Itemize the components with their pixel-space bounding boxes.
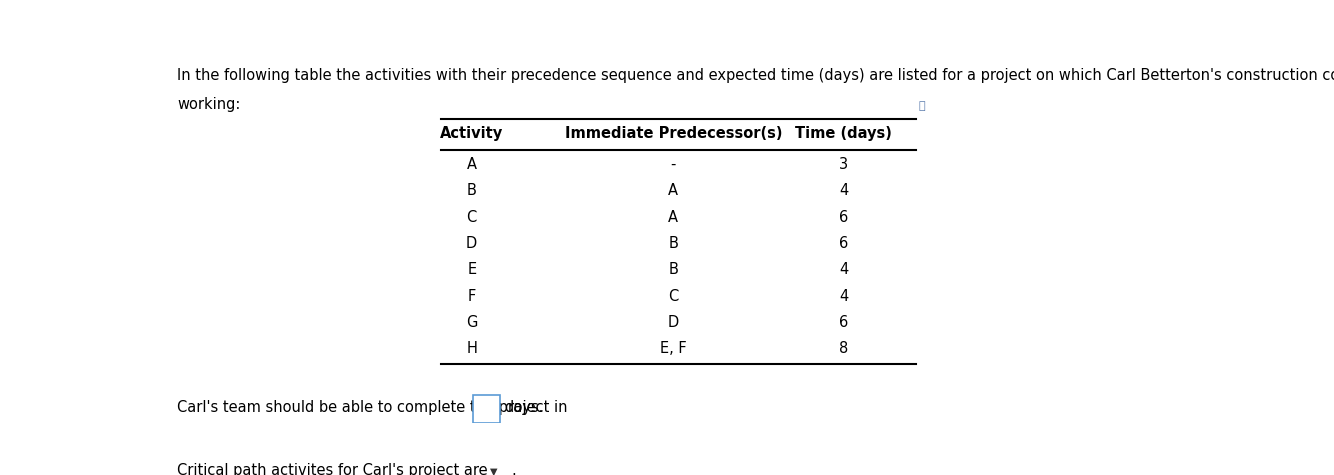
Text: D: D <box>668 315 679 330</box>
Text: In the following table the activities with their precedence sequence and expecte: In the following table the activities wi… <box>177 68 1334 83</box>
Text: ⎘: ⎘ <box>918 101 924 111</box>
FancyBboxPatch shape <box>472 395 500 423</box>
FancyBboxPatch shape <box>407 457 510 475</box>
Text: E: E <box>467 262 476 277</box>
Text: Immediate Predecessor(s): Immediate Predecessor(s) <box>564 126 782 142</box>
Text: Activity: Activity <box>440 126 503 142</box>
Text: A: A <box>668 183 678 198</box>
Text: 6: 6 <box>839 236 848 251</box>
Text: D: D <box>466 236 478 251</box>
Text: Time (days): Time (days) <box>795 126 892 142</box>
Text: B: B <box>668 236 678 251</box>
Text: 6: 6 <box>839 209 848 225</box>
Text: E, F: E, F <box>660 341 687 356</box>
Text: A: A <box>467 157 476 172</box>
Text: days.: days. <box>504 400 543 416</box>
Text: B: B <box>668 262 678 277</box>
Text: .: . <box>511 463 516 475</box>
Text: B: B <box>467 183 476 198</box>
Text: 4: 4 <box>839 262 848 277</box>
Text: G: G <box>466 315 478 330</box>
Text: ▼: ▼ <box>490 467 498 475</box>
Text: 3: 3 <box>839 157 848 172</box>
Text: F: F <box>468 288 476 304</box>
Text: 8: 8 <box>839 341 848 356</box>
Text: 4: 4 <box>839 183 848 198</box>
Text: -: - <box>671 157 676 172</box>
Text: working:: working: <box>177 97 240 112</box>
Text: 6: 6 <box>839 315 848 330</box>
Text: Carl's team should be able to complete the project in: Carl's team should be able to complete t… <box>177 400 567 416</box>
Text: A: A <box>668 209 678 225</box>
Text: 4: 4 <box>839 288 848 304</box>
Text: C: C <box>668 288 679 304</box>
Text: Critical path activites for Carl's project are: Critical path activites for Carl's proje… <box>177 463 488 475</box>
Text: H: H <box>467 341 478 356</box>
Text: C: C <box>467 209 476 225</box>
